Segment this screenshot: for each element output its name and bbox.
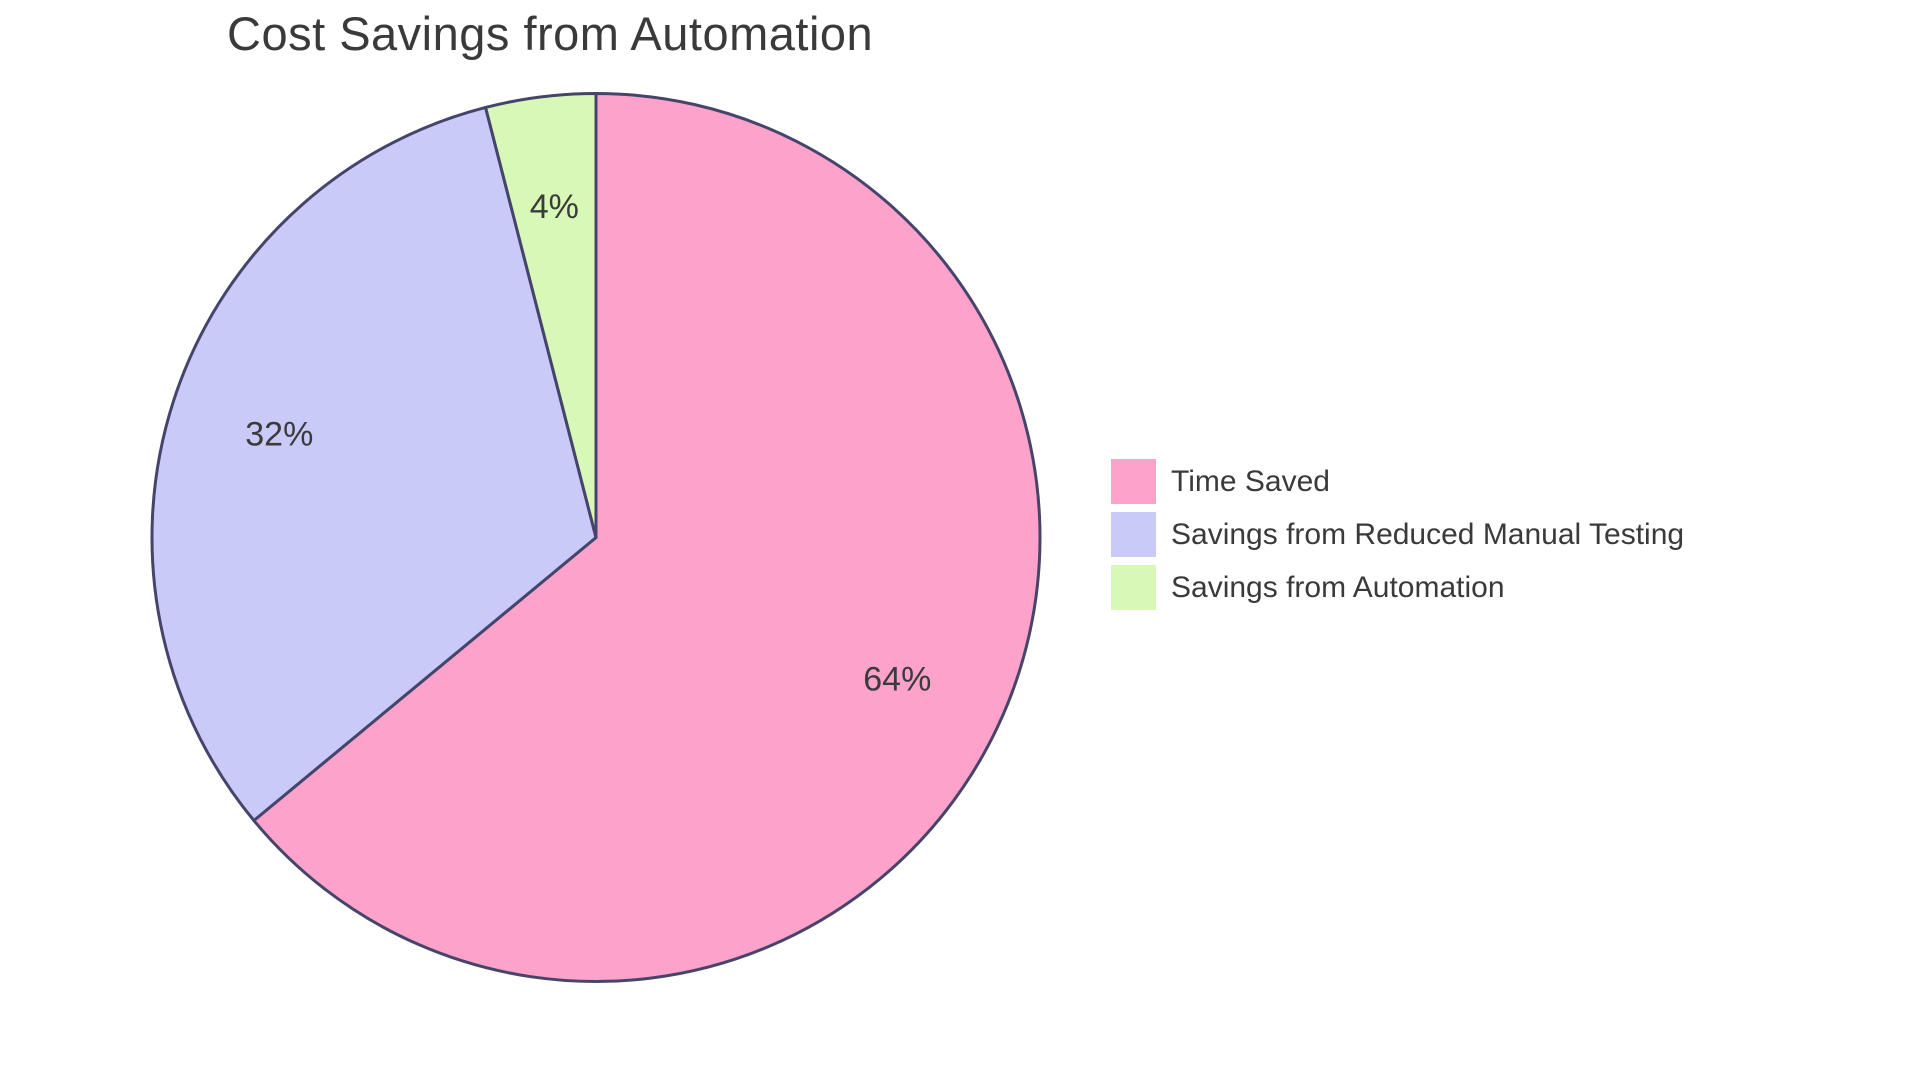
pie-slice-time-saved <box>252 92 1042 983</box>
legend-label: Time Saved <box>1171 465 1330 498</box>
legend-label: Savings from Reduced Manual Testing <box>1171 518 1685 551</box>
pie-slice-savings-from-automation <box>484 92 598 539</box>
legend-item: Savings from Automation <box>1111 565 1684 610</box>
legend-swatch-automation <box>1111 565 1156 610</box>
legend-item: Savings from Reduced Manual Testing <box>1111 512 1684 557</box>
slice-value-label-savings-from-automation: 4% <box>530 188 579 226</box>
slice-value-label-time-saved: 64% <box>863 660 931 698</box>
legend-item: Time Saved <box>1111 459 1684 504</box>
chart-title: Cost Savings from Automation <box>227 7 874 60</box>
legend-swatch-reduced-manual-testing <box>1111 512 1156 557</box>
pie-slice-savings-from-reduced-manual-testing <box>150 105 598 823</box>
legend-swatch-time-saved <box>1111 459 1156 504</box>
legend-label: Savings from Automation <box>1171 571 1505 604</box>
legend: Time Saved Savings from Reduced Manual T… <box>1111 459 1684 618</box>
slice-value-label-savings-from-reduced-manual-testing: 32% <box>245 416 313 454</box>
